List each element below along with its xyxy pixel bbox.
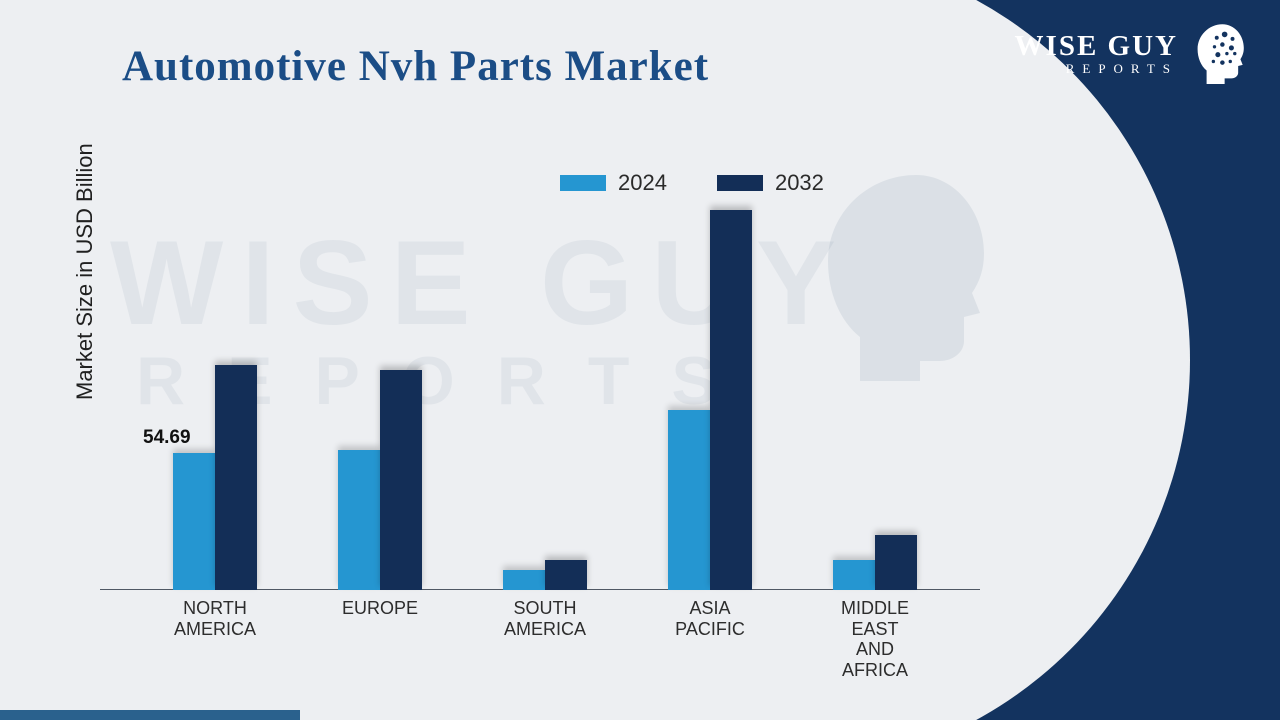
category-label: ASIAPACIFIC: [640, 598, 780, 639]
chart-title: Automotive Nvh Parts Market: [122, 42, 709, 91]
bar: [545, 560, 587, 590]
legend-swatch-2024: [560, 175, 606, 191]
bar: [875, 535, 917, 590]
value-annotation: 54.69: [143, 427, 191, 449]
bottom-accent-bar: [0, 710, 300, 720]
brand-logo: WISE GUY REPORTS: [1015, 22, 1250, 84]
brand-logo-line2: REPORTS: [1066, 61, 1178, 77]
bar-pair: [645, 190, 775, 590]
category-label: SOUTHAMERICA: [475, 598, 615, 639]
bar: [380, 370, 422, 590]
bar-pair: [150, 190, 280, 590]
bar-group: MIDDLEEASTANDAFRICA: [810, 190, 940, 590]
brand-logo-head-icon: [1188, 22, 1250, 84]
bar: [668, 410, 710, 590]
bar-pair: [480, 190, 610, 590]
plot-area: NORTHAMERICA EUROPE SOUTHAMERICA ASIAPACIFI…: [100, 190, 980, 590]
brand-logo-line1: WISE GUY: [1015, 30, 1178, 63]
legend-swatch-2032: [717, 175, 763, 191]
bar-pair: [810, 190, 940, 590]
y-axis-label: Market Size in USD Billion: [72, 143, 98, 400]
bar: [173, 453, 215, 590]
bar: [503, 570, 545, 590]
category-label: EUROPE: [310, 598, 450, 619]
bar-pair: [315, 190, 445, 590]
bar: [710, 210, 752, 590]
brand-logo-text: WISE GUY REPORTS: [1015, 30, 1178, 77]
bar: [338, 450, 380, 590]
bar-group: ASIAPACIFIC: [645, 190, 775, 590]
bar-group: SOUTHAMERICA: [480, 190, 610, 590]
bar-group: EUROPE: [315, 190, 445, 590]
category-label: NORTHAMERICA: [145, 598, 285, 639]
bar: [215, 365, 257, 590]
bar-group: NORTHAMERICA: [150, 190, 280, 590]
category-label: MIDDLEEASTANDAFRICA: [805, 598, 945, 681]
bar: [833, 560, 875, 590]
